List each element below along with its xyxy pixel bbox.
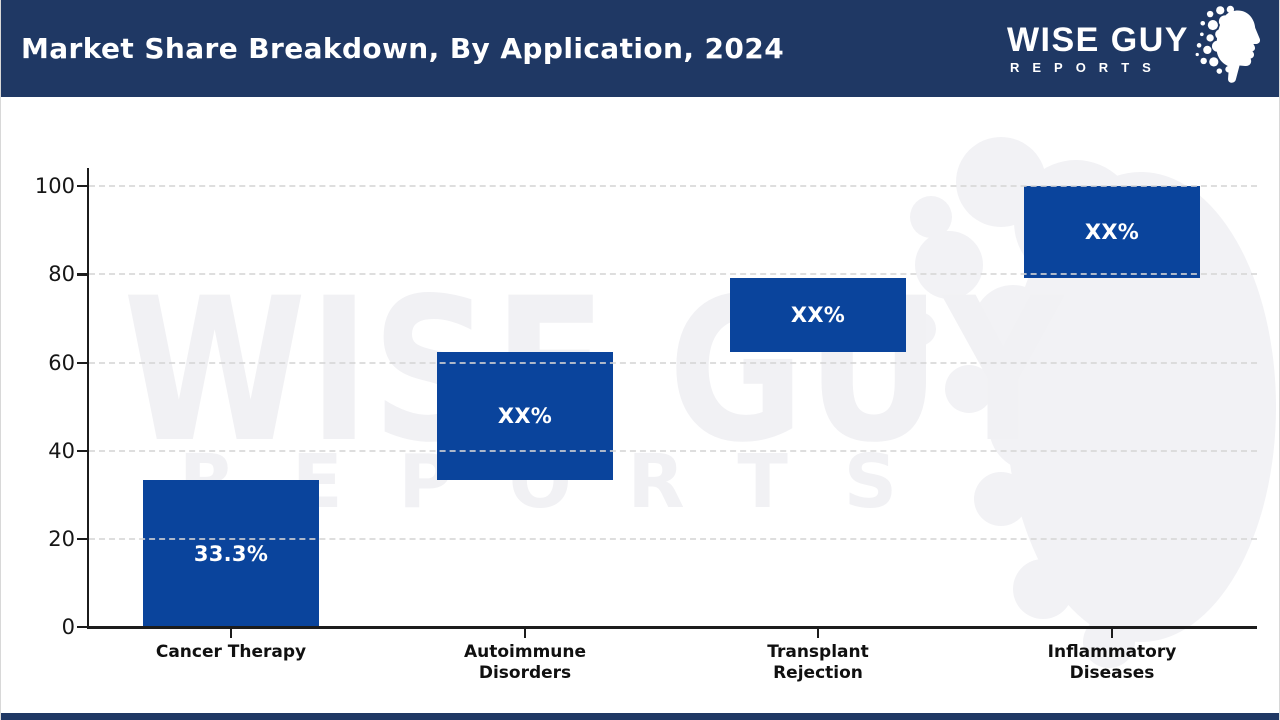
y-axis-tick: [77, 449, 89, 452]
x-axis-category-label: Autoimmune Disorders: [463, 642, 587, 684]
x-axis-category-label: Inflammatory Diseases: [1047, 642, 1177, 684]
y-axis-tick-label: 60: [48, 350, 75, 375]
bar-value-label: XX%: [497, 404, 553, 429]
chart: WISE GUY REPORTS 33.3% XX% XX% XX% 0 20 40 60 80…: [1, 97, 1279, 713]
logo-subtitle: REPORTS: [1009, 60, 1164, 75]
gridline: [89, 449, 1257, 452]
y-axis-tick: [77, 537, 89, 541]
bar-value-label: XX%: [790, 302, 846, 327]
footer-bar: [1, 713, 1279, 720]
y-axis-tick-label: 20: [48, 526, 75, 551]
y-axis-tick-label: 100: [34, 174, 75, 199]
x-axis-category-label: Cancer Therapy: [155, 642, 307, 662]
y-axis-tick: [77, 361, 89, 364]
waterfall-bar: XX%: [437, 351, 613, 481]
wiseguy-logo: WISE GUY REPORTS: [1007, 3, 1271, 95]
wiseguy-head-icon: [1195, 5, 1261, 83]
chart-title: Market Share Breakdown, By Application, …: [21, 32, 785, 65]
x-axis-category-label: Transplant Rejection: [767, 642, 869, 684]
x-axis-tick: [817, 628, 820, 638]
gridline: [89, 185, 1257, 188]
waterfall-bar: 33.3%: [143, 480, 319, 627]
gridline: [89, 361, 1257, 364]
gridline: [89, 273, 1257, 276]
y-axis-tick-label: 80: [48, 262, 75, 287]
header: Market Share Breakdown, By Application, …: [1, 0, 1279, 97]
y-axis-tick: [77, 273, 89, 276]
bar-value-label: XX%: [1084, 220, 1140, 245]
waterfall-bar: XX%: [1024, 186, 1200, 278]
x-axis-tick: [1111, 628, 1114, 638]
y-axis-tick: [77, 626, 89, 629]
x-axis-tick: [524, 628, 527, 638]
y-axis-line: [87, 168, 90, 629]
x-axis-line: [89, 626, 1257, 629]
y-axis-tick: [77, 185, 89, 188]
gridline: [89, 537, 1257, 540]
y-axis-tick-label: 40: [48, 438, 75, 463]
plot-area: 33.3% XX% XX% XX% 0 20 40 60 80 100 Cancer Therapy…: [1, 97, 1279, 713]
waterfall-bar: XX%: [730, 277, 906, 352]
y-axis-tick-label: 0: [61, 615, 75, 639]
logo-wordmark: WISE GUY: [1006, 21, 1189, 59]
x-axis-tick: [230, 628, 233, 638]
bar-value-label: 33.3%: [193, 541, 269, 566]
wiseguy-logo-text: WISE GUY REPORTS: [1007, 23, 1189, 74]
